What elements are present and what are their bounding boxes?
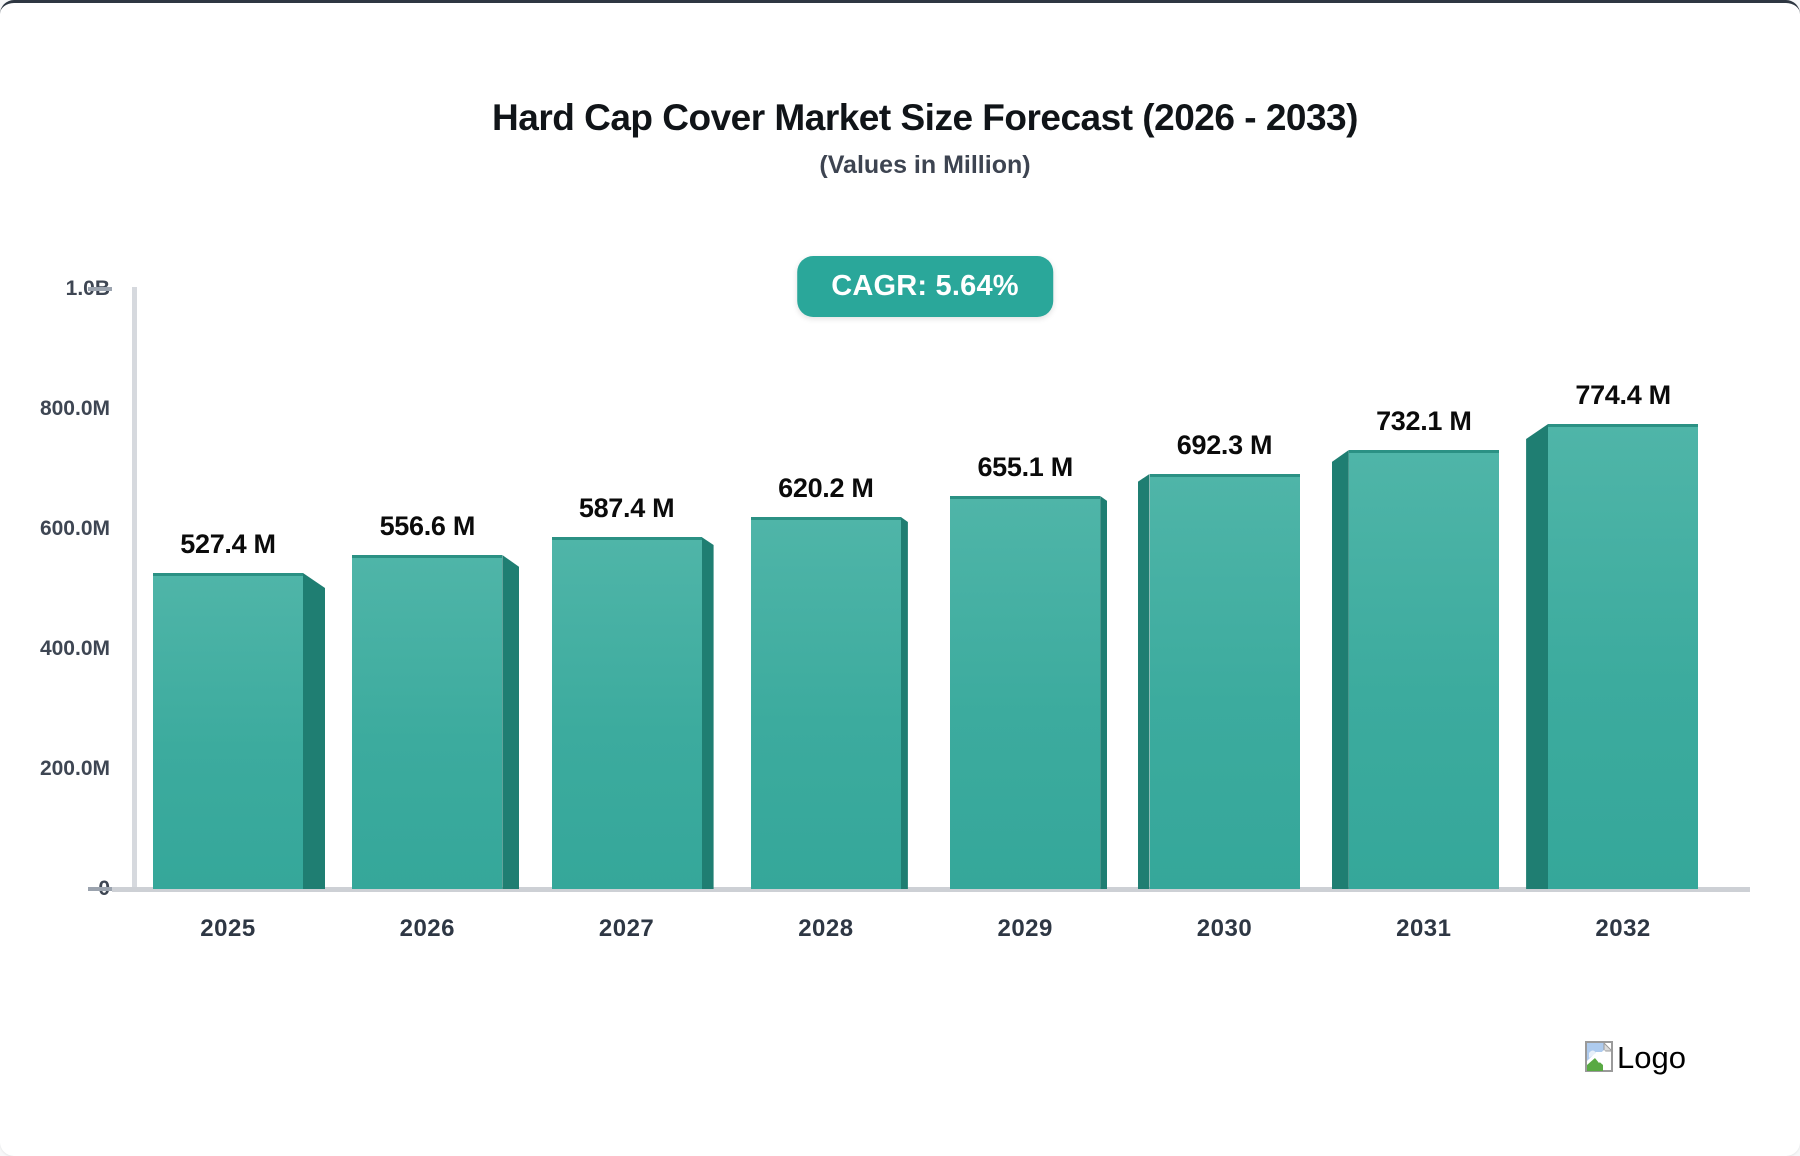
logo: Logo — [1585, 1041, 1686, 1073]
x-axis-line — [112, 887, 1750, 892]
bar-2026[interactable] — [352, 555, 503, 889]
x-axis-label-2029: 2029 — [997, 915, 1053, 942]
x-axis-label-2027: 2027 — [598, 915, 655, 942]
x-axis-label-2032: 2032 — [1595, 915, 1651, 942]
bar-value-label-2029: 655.1 M — [977, 452, 1073, 482]
bar-side-2030 — [1137, 474, 1150, 889]
x-axis-label-2031: 2031 — [1396, 915, 1452, 942]
bar-2031[interactable] — [1348, 450, 1499, 889]
bar-2029[interactable] — [950, 496, 1101, 889]
bar-side-2031 — [1331, 450, 1349, 889]
logo-alt-text: Logo — [1617, 1040, 1686, 1075]
y-axis-tick-label-1.0B: 1.0B — [65, 277, 110, 300]
x-axis-label-2028: 2028 — [798, 915, 854, 942]
y-axis-tick-label-600.0M: 600.0M — [39, 517, 110, 540]
chart-title: Hard Cap Cover Market Size Forecast (202… — [492, 97, 1358, 138]
chart-subtitle: (Values in Million) — [819, 151, 1031, 179]
bar-2028[interactable] — [750, 517, 901, 889]
y-axis-line — [132, 287, 137, 889]
bar-side-2027 — [701, 537, 714, 889]
bar-value-label-2026: 556.6 M — [379, 511, 476, 541]
y-axis-tick-label-800.0M: 800.0M — [39, 397, 110, 420]
x-axis-label-2025: 2025 — [200, 915, 256, 942]
bar-2027[interactable] — [551, 537, 702, 889]
bar-side-2025 — [303, 573, 325, 889]
bar-2025[interactable] — [153, 573, 303, 889]
x-axis-label-2026: 2026 — [399, 915, 455, 942]
y-axis-tick-label-400.0M: 400.0M — [39, 637, 110, 660]
bar-value-label-2025: 527.4 M — [180, 529, 276, 559]
x-axis-label-2030: 2030 — [1196, 915, 1253, 942]
bar-side-2026 — [502, 555, 520, 889]
bar-value-label-2028: 620.2 M — [778, 473, 874, 503]
cagr-badge: CAGR: 5.64% — [797, 256, 1053, 317]
y-axis-tick-mark-0 — [88, 887, 112, 891]
y-axis-tick-label-200.0M: 200.0M — [39, 757, 110, 780]
bar-value-label-2032: 774.4 M — [1575, 380, 1671, 410]
y-axis-tick-mark-1.0B — [88, 287, 112, 291]
bar-2032[interactable] — [1548, 424, 1699, 889]
broken-image-icon — [1585, 1041, 1614, 1072]
bar-value-label-2027: 587.4 M — [578, 493, 675, 523]
bar-value-label-2031: 732.1 M — [1376, 406, 1472, 436]
bar-side-2029 — [1100, 496, 1108, 889]
bar-side-2028 — [900, 517, 908, 889]
bar-2030[interactable] — [1149, 474, 1300, 889]
bar-value-label-2030: 692.3 M — [1176, 430, 1273, 460]
bar-side-2032 — [1526, 424, 1549, 889]
